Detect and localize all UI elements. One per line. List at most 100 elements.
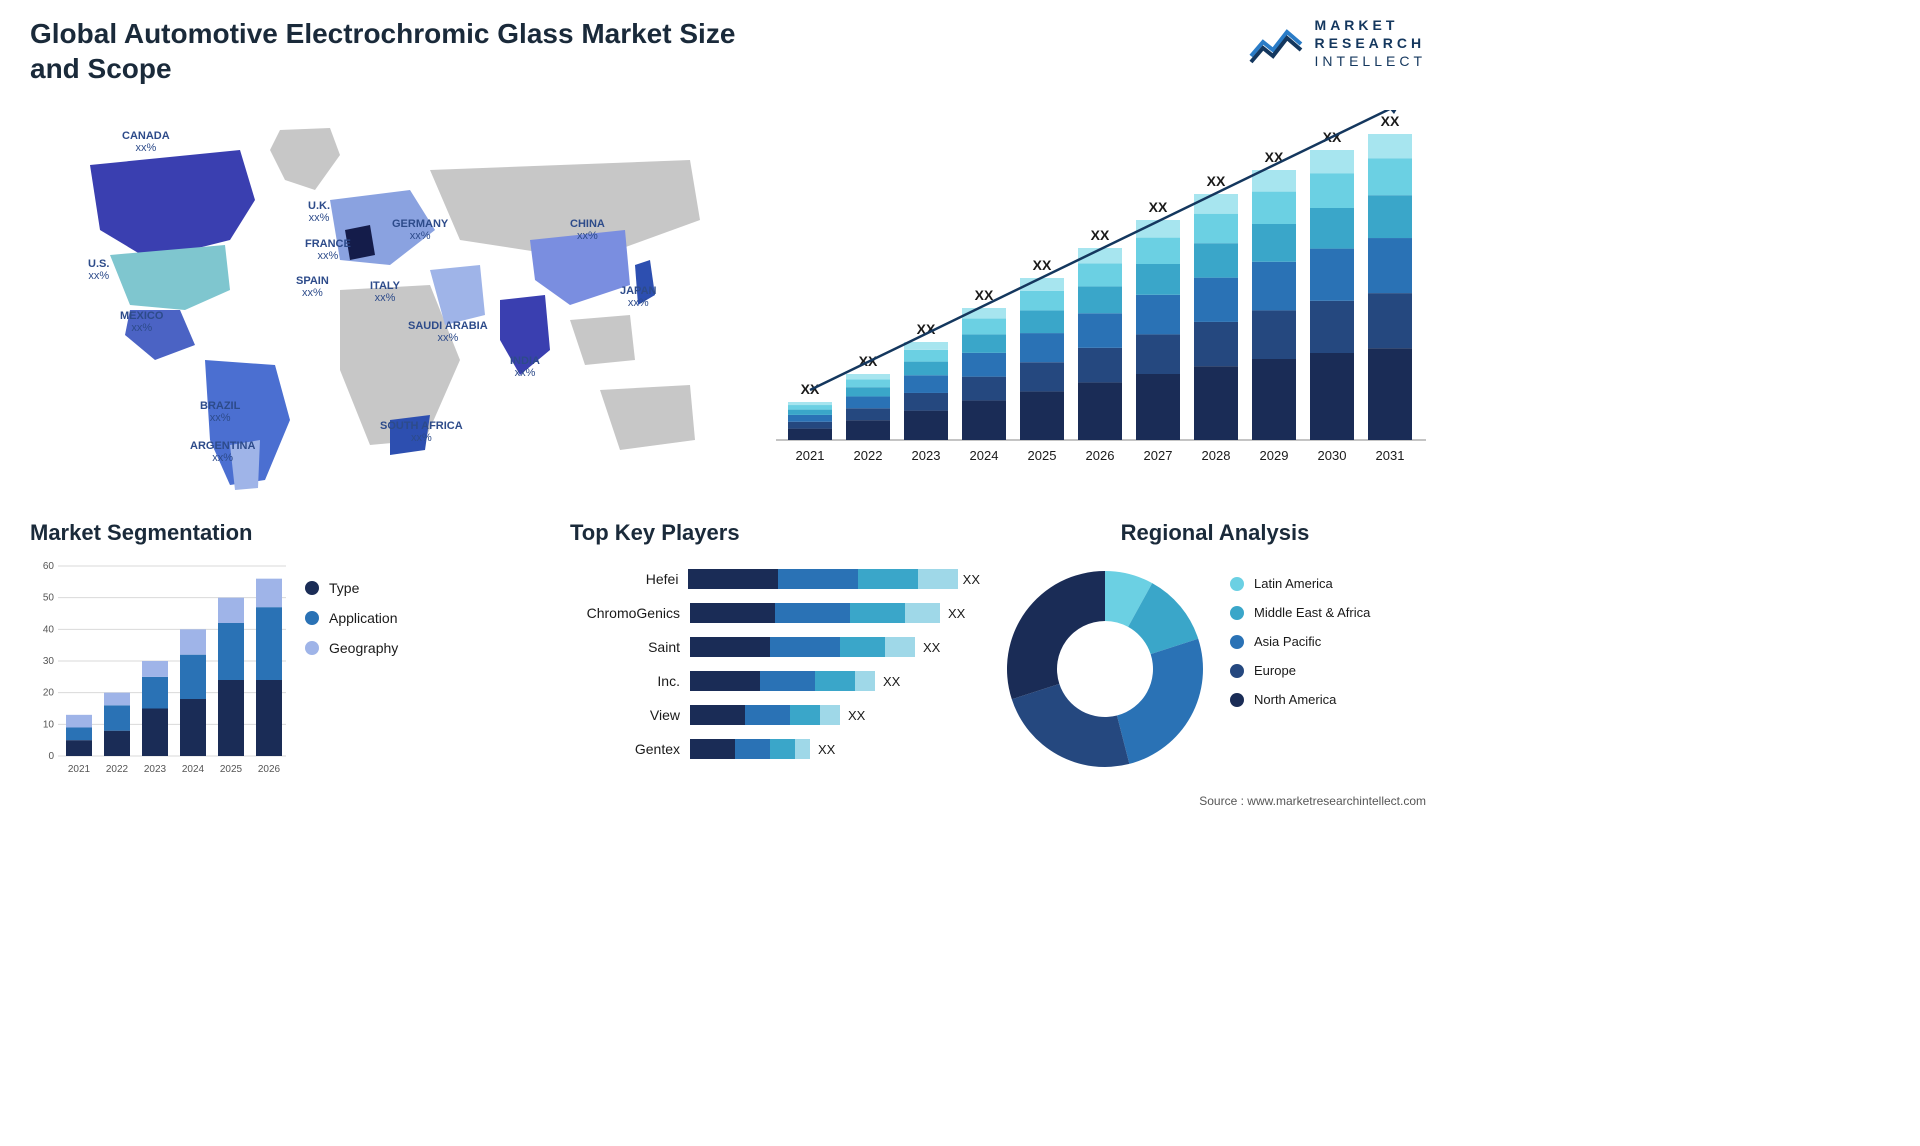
player-bar-segment [690, 603, 775, 623]
svg-text:10: 10 [43, 719, 55, 730]
legend-swatch [1230, 635, 1244, 649]
player-bar [690, 637, 915, 657]
player-bar [690, 739, 810, 759]
player-row: ViewXX [570, 702, 980, 728]
legend-item: North America [1230, 692, 1370, 707]
legend-label: Geography [329, 640, 398, 656]
player-bar-segment [815, 671, 855, 691]
player-bar-segment [760, 671, 815, 691]
key-players-section: Top Key Players HefeiXXChromoGenicsXXSai… [570, 520, 980, 800]
map-label: ITALYxx% [370, 280, 400, 304]
player-row: Inc. XX [570, 668, 980, 694]
map-label: U.S.xx% [88, 258, 109, 282]
player-bar-segment [745, 705, 790, 725]
map-label: BRAZILxx% [200, 400, 240, 424]
player-bar-segment [840, 637, 885, 657]
player-bar-segment [885, 637, 915, 657]
player-bar-segment [690, 671, 760, 691]
legend-label: Application [329, 610, 398, 626]
logo: MARKET RESEARCH INTELLECT [1247, 16, 1426, 71]
legend-swatch [305, 641, 319, 655]
legend-item: Middle East & Africa [1230, 605, 1370, 620]
page-title: Global Automotive Electrochromic Glass M… [30, 16, 750, 86]
legend-label: Europe [1254, 663, 1296, 678]
svg-text:2028: 2028 [1202, 448, 1231, 463]
legend-item: Type [305, 580, 398, 596]
legend-label: Middle East & Africa [1254, 605, 1370, 620]
player-bar-segment [905, 603, 940, 623]
player-bar-segment [850, 603, 905, 623]
player-bar-segment [775, 603, 850, 623]
map-label: FRANCExx% [305, 238, 351, 262]
segmentation-section: Market Segmentation 01020304050602021202… [30, 520, 530, 800]
player-bar-segment [820, 705, 840, 725]
legend-label: Asia Pacific [1254, 634, 1321, 649]
header: Global Automotive Electrochromic Glass M… [30, 16, 1426, 86]
legend-item: Latin America [1230, 576, 1370, 591]
regional-title: Regional Analysis [1000, 520, 1430, 546]
svg-text:2024: 2024 [182, 764, 205, 775]
player-name: Inc. [570, 673, 690, 689]
svg-text:XX: XX [1091, 227, 1110, 243]
legend-item: Europe [1230, 663, 1370, 678]
legend-swatch [305, 581, 319, 595]
player-bar-segment [770, 637, 840, 657]
svg-text:2022: 2022 [854, 448, 883, 463]
svg-text:2029: 2029 [1260, 448, 1289, 463]
donut-svg [1000, 564, 1210, 774]
svg-text:40: 40 [43, 624, 55, 635]
player-bar-segment [918, 569, 958, 589]
player-row: Saint XX [570, 634, 980, 660]
legend-item: Geography [305, 640, 398, 656]
logo-text: MARKET RESEARCH INTELLECT [1315, 16, 1426, 71]
legend-label: Type [329, 580, 359, 596]
player-bar-segment [790, 705, 820, 725]
segmentation-title: Market Segmentation [30, 520, 530, 546]
player-row: GentexXX [570, 736, 980, 762]
player-bar [690, 603, 940, 623]
logo-icon [1247, 20, 1305, 66]
player-bar-segment [770, 739, 795, 759]
segmentation-chart: 0102030405060202120222023202420252026 [30, 560, 290, 780]
svg-text:50: 50 [43, 593, 55, 604]
source-attribution: Source : www.marketresearchintellect.com [1199, 794, 1426, 808]
svg-text:60: 60 [43, 561, 55, 572]
logo-line3: INTELLECT [1315, 52, 1426, 70]
svg-text:XX: XX [1207, 173, 1226, 189]
regional-donut [1000, 564, 1210, 774]
svg-text:2026: 2026 [1086, 448, 1115, 463]
map-label: CANADAxx% [122, 130, 170, 154]
player-value: XX [883, 674, 900, 689]
player-bar [690, 671, 875, 691]
svg-text:XX: XX [975, 287, 994, 303]
svg-text:XX: XX [1149, 199, 1168, 215]
player-bar [688, 569, 954, 589]
logo-line1: MARKET [1315, 16, 1426, 34]
svg-text:2025: 2025 [1028, 448, 1057, 463]
map-label: MEXICOxx% [120, 310, 163, 334]
logo-line2: RESEARCH [1315, 34, 1426, 52]
map-label: INDIAxx% [510, 355, 540, 379]
player-bar-segment [858, 569, 918, 589]
legend-swatch [1230, 693, 1244, 707]
player-bar [690, 705, 840, 725]
player-bar-segment [690, 637, 770, 657]
svg-text:2026: 2026 [258, 764, 281, 775]
player-bar-segment [735, 739, 770, 759]
regional-legend: Latin America Middle East & Africa Asia Pa… [1230, 576, 1370, 721]
player-row: HefeiXX [570, 566, 980, 592]
legend-swatch [1230, 664, 1244, 678]
player-bar-segment [855, 671, 875, 691]
player-name: Saint [570, 639, 690, 655]
svg-text:2023: 2023 [144, 764, 167, 775]
player-name: Hefei [570, 571, 688, 587]
svg-text:0: 0 [48, 751, 54, 762]
player-value: XX [923, 640, 940, 655]
regional-section: Regional Analysis Latin America Middle Ea… [1000, 520, 1430, 800]
svg-text:2025: 2025 [220, 764, 243, 775]
player-value: XX [818, 742, 835, 757]
svg-text:XX: XX [1381, 113, 1400, 129]
player-bar-segment [795, 739, 810, 759]
legend-label: North America [1254, 692, 1336, 707]
svg-text:20: 20 [43, 688, 55, 699]
